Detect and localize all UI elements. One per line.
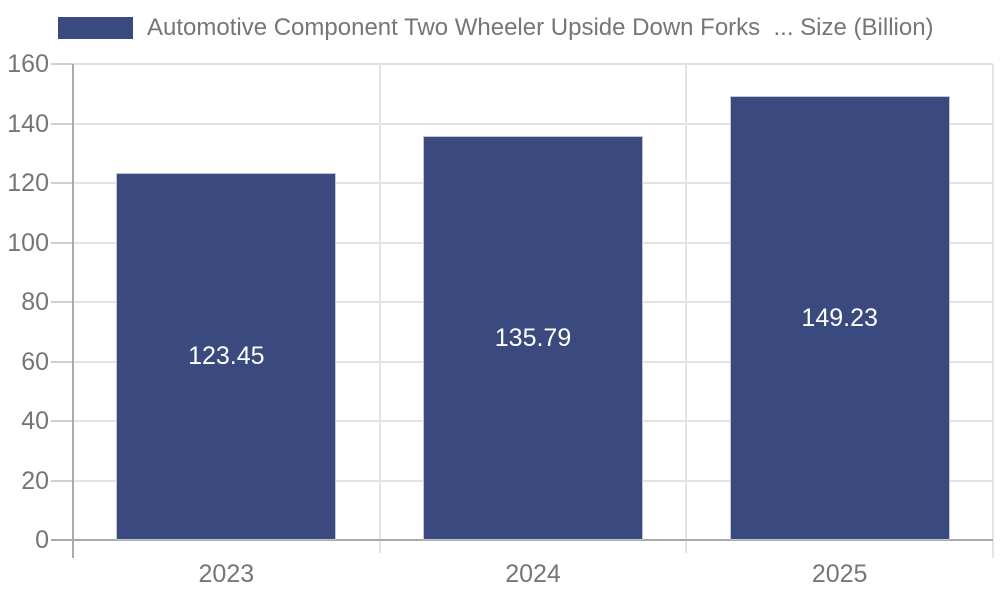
legend-label: Automotive Component Two Wheeler Upside … [147, 14, 934, 41]
x-axis-tick-label: 2025 [811, 560, 868, 588]
y-axis-tick-label: 80 [21, 288, 49, 316]
x-axis-tick-label: 2024 [505, 560, 561, 588]
legend-swatch [58, 17, 133, 39]
grid-line-horizontal [73, 63, 993, 65]
legend-item[interactable]: Automotive Component Two Wheeler Upside … [58, 14, 934, 42]
x-axis-tick-label: 2023 [198, 560, 255, 588]
bar[interactable] [116, 172, 337, 540]
y-axis-tick [51, 122, 73, 125]
y-axis-tick [51, 182, 73, 184]
grid-line-horizontal [73, 122, 993, 125]
y-axis-tick-label: 160 [7, 50, 49, 78]
bar-value-label: 135.79 [494, 324, 572, 352]
bar[interactable] [423, 136, 643, 540]
y-axis-tick-label: 20 [21, 466, 49, 495]
y-axis-tick-label: 100 [7, 228, 49, 257]
y-axis-tick [51, 479, 73, 482]
y-axis-tick-label: 60 [21, 347, 49, 376]
y-axis-tick-label: 120 [7, 169, 49, 197]
y-axis-tick [51, 301, 73, 303]
bar[interactable] [729, 96, 950, 540]
y-axis-tick-label: 0 [35, 526, 49, 554]
grid-line-vertical [378, 64, 381, 553]
y-axis-tick-label: 140 [7, 109, 49, 138]
grid-line-vertical [685, 64, 688, 553]
grid-line-vertical [992, 64, 994, 558]
y-axis-line [72, 64, 74, 558]
y-axis-tick [51, 360, 73, 363]
bar-value-label: 123.45 [188, 342, 265, 371]
bar-value-label: 149.23 [801, 304, 878, 333]
y-axis-tick-label: 40 [21, 407, 49, 435]
y-axis-tick [51, 241, 73, 244]
x-axis-line [51, 539, 993, 541]
y-axis-tick [51, 420, 73, 422]
y-axis-tick [51, 63, 73, 65]
